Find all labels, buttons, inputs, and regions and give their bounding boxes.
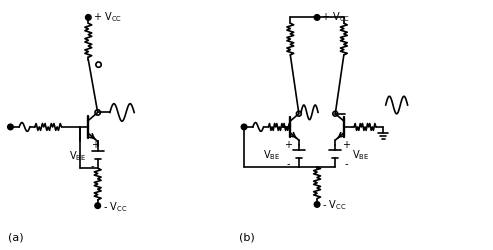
Circle shape (8, 125, 13, 130)
Text: V$_{\mathregular{BE}}$: V$_{\mathregular{BE}}$ (263, 147, 281, 161)
Circle shape (242, 125, 246, 130)
Text: - V$_{\mathregular{CC}}$: - V$_{\mathregular{CC}}$ (103, 199, 127, 213)
Text: (a): (a) (8, 232, 24, 241)
Circle shape (315, 202, 320, 207)
Text: + V$_{\mathregular{CC}}$: + V$_{\mathregular{CC}}$ (93, 10, 122, 24)
Circle shape (95, 203, 101, 208)
Circle shape (86, 16, 91, 21)
Text: -: - (91, 160, 94, 170)
Text: +: + (91, 139, 99, 149)
Text: +: + (284, 140, 292, 149)
Text: - V$_{\mathregular{CC}}$: - V$_{\mathregular{CC}}$ (322, 198, 347, 211)
Circle shape (315, 16, 320, 21)
Text: (b): (b) (239, 232, 255, 241)
Text: -: - (344, 159, 348, 169)
Text: V$_{\mathregular{BE}}$: V$_{\mathregular{BE}}$ (352, 147, 370, 161)
Text: -: - (286, 159, 290, 169)
Text: + V$_{\mathregular{CC}}$: + V$_{\mathregular{CC}}$ (321, 10, 350, 24)
Text: V$_{\mathregular{BE}}$: V$_{\mathregular{BE}}$ (69, 148, 86, 162)
Text: +: + (342, 140, 350, 149)
